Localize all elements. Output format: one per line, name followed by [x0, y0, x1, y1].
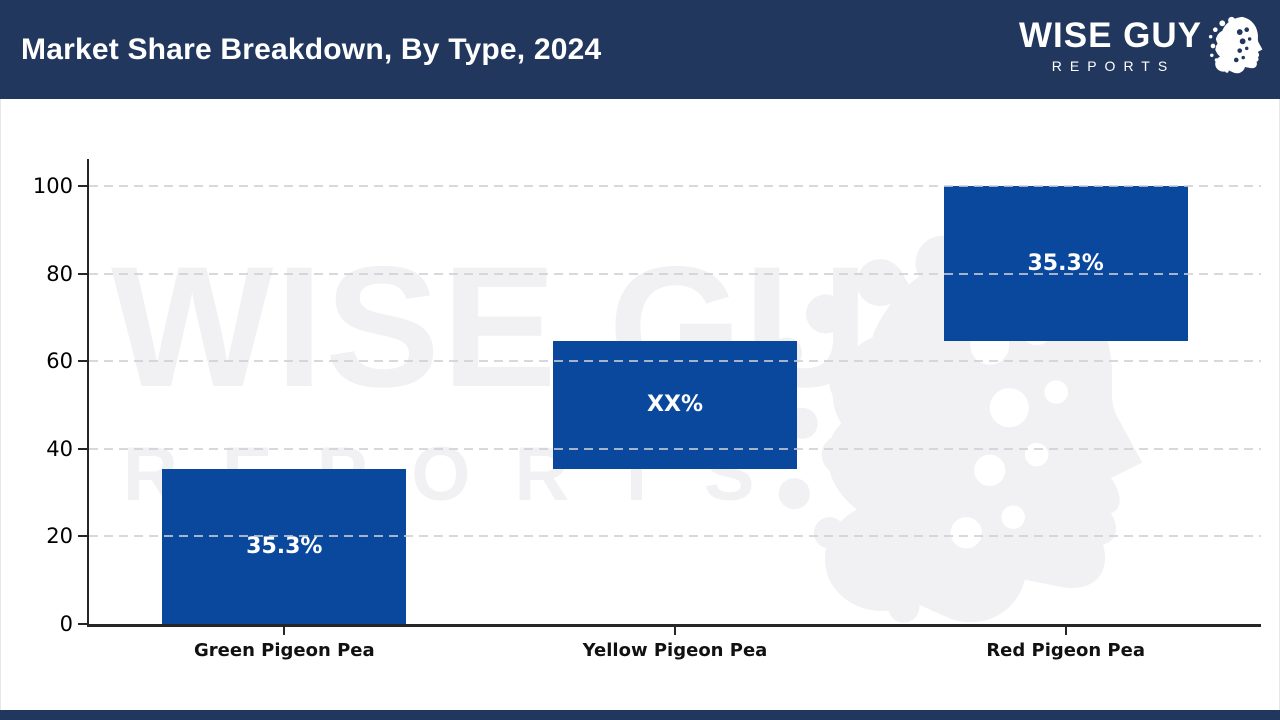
- brand-subtitle: REPORTS: [1051, 57, 1176, 74]
- gridline-60: [89, 360, 1261, 363]
- brand-name: WISE GUY: [1018, 16, 1202, 56]
- x-axis-line: [87, 624, 1261, 627]
- gridline-100: [89, 185, 1261, 187]
- x-tick-mark: [1064, 627, 1067, 635]
- brand-logo: WISE GUY REPORTS: [1019, 6, 1270, 86]
- x-tick-mark: [283, 627, 286, 635]
- plot-area: 0 20 40 60 80 100 35.3% Green Pigeon Pea XX% Yell…: [1, 99, 1279, 710]
- gridline-20: [89, 535, 1261, 538]
- page-title: Market Share Breakdown, By Type, 2024: [21, 32, 602, 66]
- chart-canvas: WISE GUY REPORTS: [0, 99, 1280, 710]
- bar-red-pigeon-pea: 35.3%: [943, 186, 1188, 341]
- y-tick-mark: [78, 272, 88, 275]
- y-tick-label: 0: [59, 612, 73, 636]
- gridline-40: [89, 447, 1261, 450]
- header: Market Share Breakdown, By Type, 2024 WI…: [0, 0, 1280, 99]
- bar-value-label: XX%: [647, 392, 703, 418]
- bar-value-label: 35.3%: [246, 534, 323, 560]
- y-tick-mark: [78, 447, 88, 450]
- category-label-yellow-pigeon-pea: Yellow Pigeon Pea: [582, 640, 768, 661]
- y-tick-label: 80: [46, 261, 73, 286]
- y-tick-mark: [78, 535, 88, 538]
- brand-logo-text: WISE GUY REPORTS: [1018, 16, 1202, 74]
- y-tick-label: 40: [46, 436, 73, 461]
- y-tick-mark: [78, 360, 88, 363]
- y-axis-line: [87, 159, 89, 627]
- x-tick-mark: [674, 627, 676, 635]
- logo-face-icon: [1208, 16, 1263, 74]
- category-label-green-pigeon-pea: Green Pigeon Pea: [194, 640, 375, 661]
- y-tick-label: 100: [32, 174, 73, 198]
- y-tick-mark: [78, 623, 88, 625]
- category-label-red-pigeon-pea: Red Pigeon Pea: [986, 640, 1145, 661]
- y-tick-mark: [78, 185, 88, 187]
- gridline-80: [89, 272, 1261, 275]
- y-tick-label: 60: [46, 349, 73, 374]
- bar-green-pigeon-pea: 35.3%: [162, 469, 407, 624]
- footer-bar: [0, 710, 1280, 720]
- y-tick-label: 20: [46, 524, 73, 549]
